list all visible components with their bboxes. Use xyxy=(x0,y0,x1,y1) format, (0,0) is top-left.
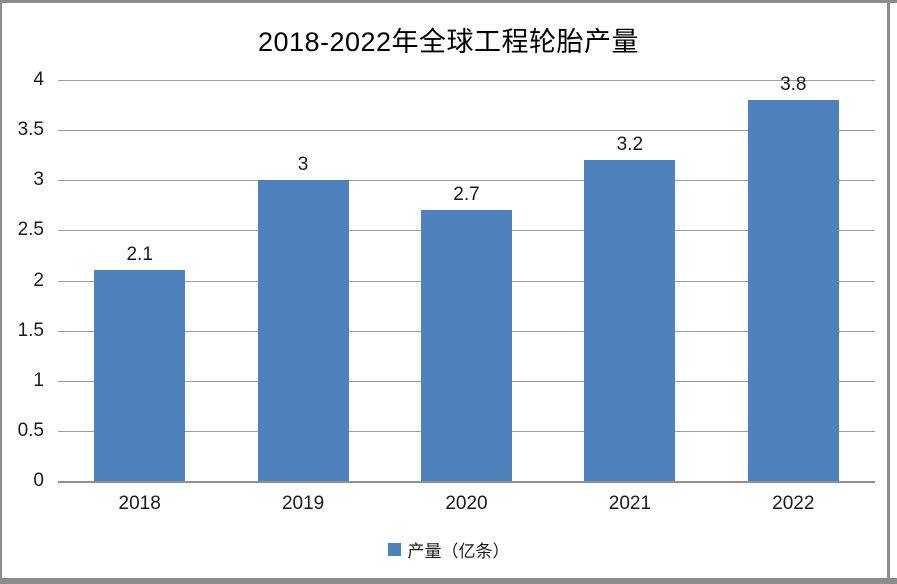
y-axis-tick-label: 1 xyxy=(33,369,44,391)
bar-2019 xyxy=(257,180,349,481)
x-axis-tick-label: 2019 xyxy=(281,493,325,514)
x-axis-tick-label: 2022 xyxy=(772,493,815,514)
plot-area: 0 0.5 1 1.5 2 2.5 3 3.5 4 2.1 2018 3 2019 2.7 2020 3.2 2… xyxy=(18,69,875,514)
bar-value-label: 3 xyxy=(297,154,309,176)
y-axis-tick-label: 1.5 xyxy=(17,319,44,341)
y-axis-tick-label: 4 xyxy=(33,69,44,90)
y-axis-tick-label: 3.5 xyxy=(17,119,44,141)
y-axis-tick-label: 2.5 xyxy=(17,219,44,241)
gridline xyxy=(58,180,875,182)
bar-value-label: 2.7 xyxy=(453,184,480,206)
chart-legend: 产量（亿条） xyxy=(0,537,897,562)
gridline xyxy=(58,80,875,81)
gridline xyxy=(58,130,875,132)
legend-marker-swatch xyxy=(387,543,401,556)
x-axis-tick-label: 2021 xyxy=(608,493,652,514)
bar-value-label: 3.2 xyxy=(616,134,644,156)
bar-2021 xyxy=(584,160,676,481)
frame-border-right xyxy=(887,0,890,578)
chart-title: 2018-2022年全球工程轮胎产量 xyxy=(257,27,640,57)
bar-value-label: 2.1 xyxy=(126,244,153,266)
y-axis-tick-label: 2 xyxy=(33,269,44,291)
bar-value-label: 3.8 xyxy=(780,74,807,96)
frame-border-top xyxy=(0,0,897,3)
x-axis-tick-label: 2020 xyxy=(445,493,488,514)
frame-border-left xyxy=(0,0,2,584)
frame-border-bottom xyxy=(0,578,897,584)
bar-2022 xyxy=(747,100,839,481)
bar-2018 xyxy=(94,270,186,481)
x-axis-tick-label: 2018 xyxy=(118,493,161,514)
legend-label: 产量（亿条） xyxy=(407,542,510,561)
y-axis-tick-label: 0 xyxy=(33,470,44,491)
y-axis-tick-label: 3 xyxy=(33,169,44,191)
y-axis-tick-label: 0.5 xyxy=(17,419,44,441)
bar-2020 xyxy=(421,210,512,481)
